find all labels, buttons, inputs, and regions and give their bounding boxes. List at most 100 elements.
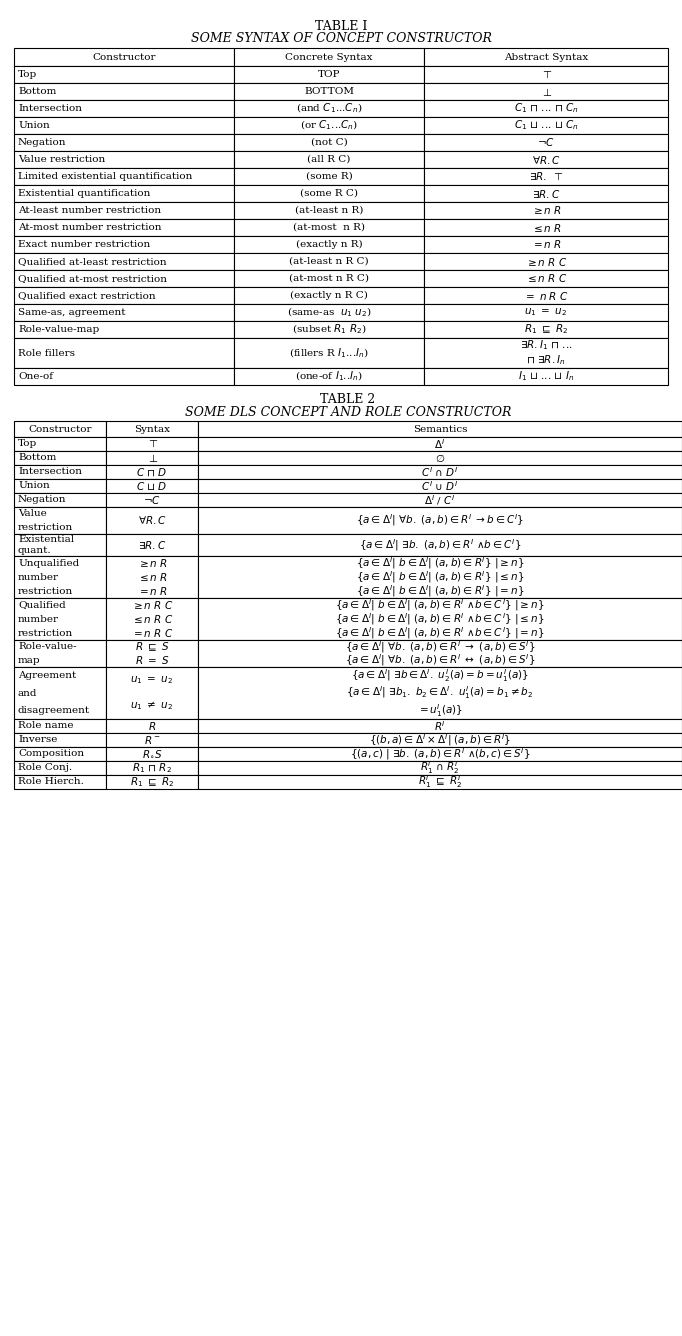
Bar <box>198 556 682 599</box>
Text: $\{(a, c)$ $|$ $\exists b.$ $(a, b) \in R^I$ $\wedge (b,c) \in S^I\}$: $\{(a, c)$ $|$ $\exists b.$ $(a, b) \in … <box>350 745 531 762</box>
Bar <box>14 775 106 790</box>
Bar <box>14 437 106 452</box>
Text: Negation: Negation <box>18 496 67 505</box>
Text: (one-of $I_1$..$I_n$): (one-of $I_1$..$I_n$) <box>295 370 363 383</box>
Bar <box>14 184 234 202</box>
Bar <box>106 465 198 480</box>
Bar <box>14 421 106 437</box>
Bar <box>424 219 668 236</box>
Bar <box>234 236 424 253</box>
Text: $u_1$ $=$ $u_2$: $u_1$ $=$ $u_2$ <box>524 306 567 318</box>
Text: $= n$ $R$ $C$: $= n$ $R$ $C$ <box>131 627 173 639</box>
Bar <box>14 134 234 151</box>
Bar <box>198 452 682 465</box>
Text: At-most number restriction: At-most number restriction <box>18 223 162 232</box>
Bar <box>424 202 668 219</box>
Bar <box>198 640 682 667</box>
Text: $C$ $\sqcup$ $D$: $C$ $\sqcup$ $D$ <box>136 480 168 492</box>
Text: disagreement: disagreement <box>18 705 90 715</box>
Bar <box>14 506 106 534</box>
Bar <box>106 556 198 599</box>
Bar <box>424 134 668 151</box>
Text: $= n$ $R$: $= n$ $R$ <box>531 239 561 251</box>
Text: number: number <box>18 615 59 624</box>
Bar <box>198 747 682 762</box>
Bar <box>424 48 668 65</box>
Bar <box>198 667 682 719</box>
Text: $u_1$ $\neq$ $u_2$: $u_1$ $\neq$ $u_2$ <box>130 700 174 712</box>
Text: $\{a \in \Delta^I|$ $\exists b \in \Delta^I.$ $u_2^I(a) = b = u_1^I(a)\}$: $\{a \in \Delta^I|$ $\exists b \in \Delt… <box>351 667 529 684</box>
Bar <box>14 733 106 747</box>
Text: (fillers R $I_1$...$I_n$): (fillers R $I_1$...$I_n$) <box>289 346 369 359</box>
Bar <box>14 83 234 100</box>
Text: Qualified at-most restriction: Qualified at-most restriction <box>18 274 167 283</box>
Bar <box>106 719 198 733</box>
Text: restriction: restriction <box>18 628 73 637</box>
Text: number: number <box>18 573 59 581</box>
Text: Role-value-: Role-value- <box>18 643 76 651</box>
Text: Syntax: Syntax <box>134 425 170 433</box>
Bar <box>234 168 424 184</box>
Bar <box>14 287 234 305</box>
Bar <box>14 493 106 506</box>
Bar <box>14 321 234 338</box>
Text: Qualified at-least restriction: Qualified at-least restriction <box>18 257 166 266</box>
Text: (at-least n R): (at-least n R) <box>295 206 364 215</box>
Text: (at-least n R C): (at-least n R C) <box>289 257 369 266</box>
Bar <box>14 719 106 733</box>
Text: $\geq n$ $R$ $C$: $\geq n$ $R$ $C$ <box>131 599 173 611</box>
Text: $\exists R.$ $\top$: $\exists R.$ $\top$ <box>529 171 563 182</box>
Bar <box>14 202 234 219</box>
Text: $R$ $=$ $S$: $R$ $=$ $S$ <box>134 655 169 667</box>
Text: $\bot$: $\bot$ <box>146 452 158 464</box>
Text: $\emptyset$: $\emptyset$ <box>435 452 445 464</box>
Bar <box>234 367 424 385</box>
Text: $\{a \in \Delta^I|$ $b \in \Delta^I|$ $(a,b) \in R^I$ $\wedge b \in C^I\}$ $|{\g: $\{a \in \Delta^I|$ $b \in \Delta^I|$ $(… <box>336 597 545 613</box>
Text: $\leq n$ $R$: $\leq n$ $R$ <box>531 222 561 234</box>
Text: $\geq n$ $R$ $C$: $\geq n$ $R$ $C$ <box>525 255 567 267</box>
Bar <box>234 118 424 134</box>
Bar <box>424 65 668 83</box>
Text: $R_1$ $\sqsubseteq$ $R_2$: $R_1$ $\sqsubseteq$ $R_2$ <box>524 322 568 337</box>
Text: Union: Union <box>18 122 50 130</box>
Bar <box>14 48 234 65</box>
Bar <box>198 534 682 556</box>
Text: (exactly n R): (exactly n R) <box>296 240 362 248</box>
Text: Top: Top <box>18 69 38 79</box>
Text: map: map <box>18 656 41 665</box>
Bar <box>424 168 668 184</box>
Text: (at-most n R C): (at-most n R C) <box>289 274 369 283</box>
Text: Bottom: Bottom <box>18 87 57 96</box>
Text: $\sqcap$ $\exists R. I_n$: $\sqcap$ $\exists R. I_n$ <box>527 354 566 367</box>
Bar <box>106 762 198 775</box>
Bar <box>234 48 424 65</box>
Text: $\{a \in \Delta^I|$ $b \in \Delta^I|$ $(a, b) \in R^I\}$ $|{\leq} n\}$: $\{a \in \Delta^I|$ $b \in \Delta^I|$ $(… <box>356 569 524 585</box>
Text: $R_{\circ}S$: $R_{\circ}S$ <box>142 748 162 760</box>
Bar <box>424 305 668 321</box>
Bar <box>234 270 424 287</box>
Text: Value restriction: Value restriction <box>18 155 105 164</box>
Bar <box>106 437 198 452</box>
Bar <box>234 219 424 236</box>
Text: Constructor: Constructor <box>92 52 155 61</box>
Bar <box>14 305 234 321</box>
Text: TABLE I: TABLE I <box>315 20 367 33</box>
Text: Unqualified: Unqualified <box>18 558 79 568</box>
Text: (or $C_1$...$C_n$): (or $C_1$...$C_n$) <box>300 119 358 132</box>
Text: Inverse: Inverse <box>18 736 57 744</box>
Text: Value: Value <box>18 509 47 518</box>
Text: (same-as  $u_1$ $u_2$): (same-as $u_1$ $u_2$) <box>286 306 372 319</box>
Text: (some R): (some R) <box>306 172 353 180</box>
Text: Agreement: Agreement <box>18 671 76 680</box>
Text: $R_1^I$ $\sqsubseteq$ $R_2^I$: $R_1^I$ $\sqsubseteq$ $R_2^I$ <box>418 774 462 791</box>
Bar <box>14 236 234 253</box>
Bar <box>234 151 424 168</box>
Bar <box>198 421 682 437</box>
Text: $\leq n$ $R$ $C$: $\leq n$ $R$ $C$ <box>525 273 567 285</box>
Bar <box>424 151 668 168</box>
Bar <box>14 65 234 83</box>
Bar <box>198 719 682 733</box>
Text: (some R C): (some R C) <box>300 188 358 198</box>
Text: Existential quantification: Existential quantification <box>18 188 150 198</box>
Bar <box>14 100 234 118</box>
